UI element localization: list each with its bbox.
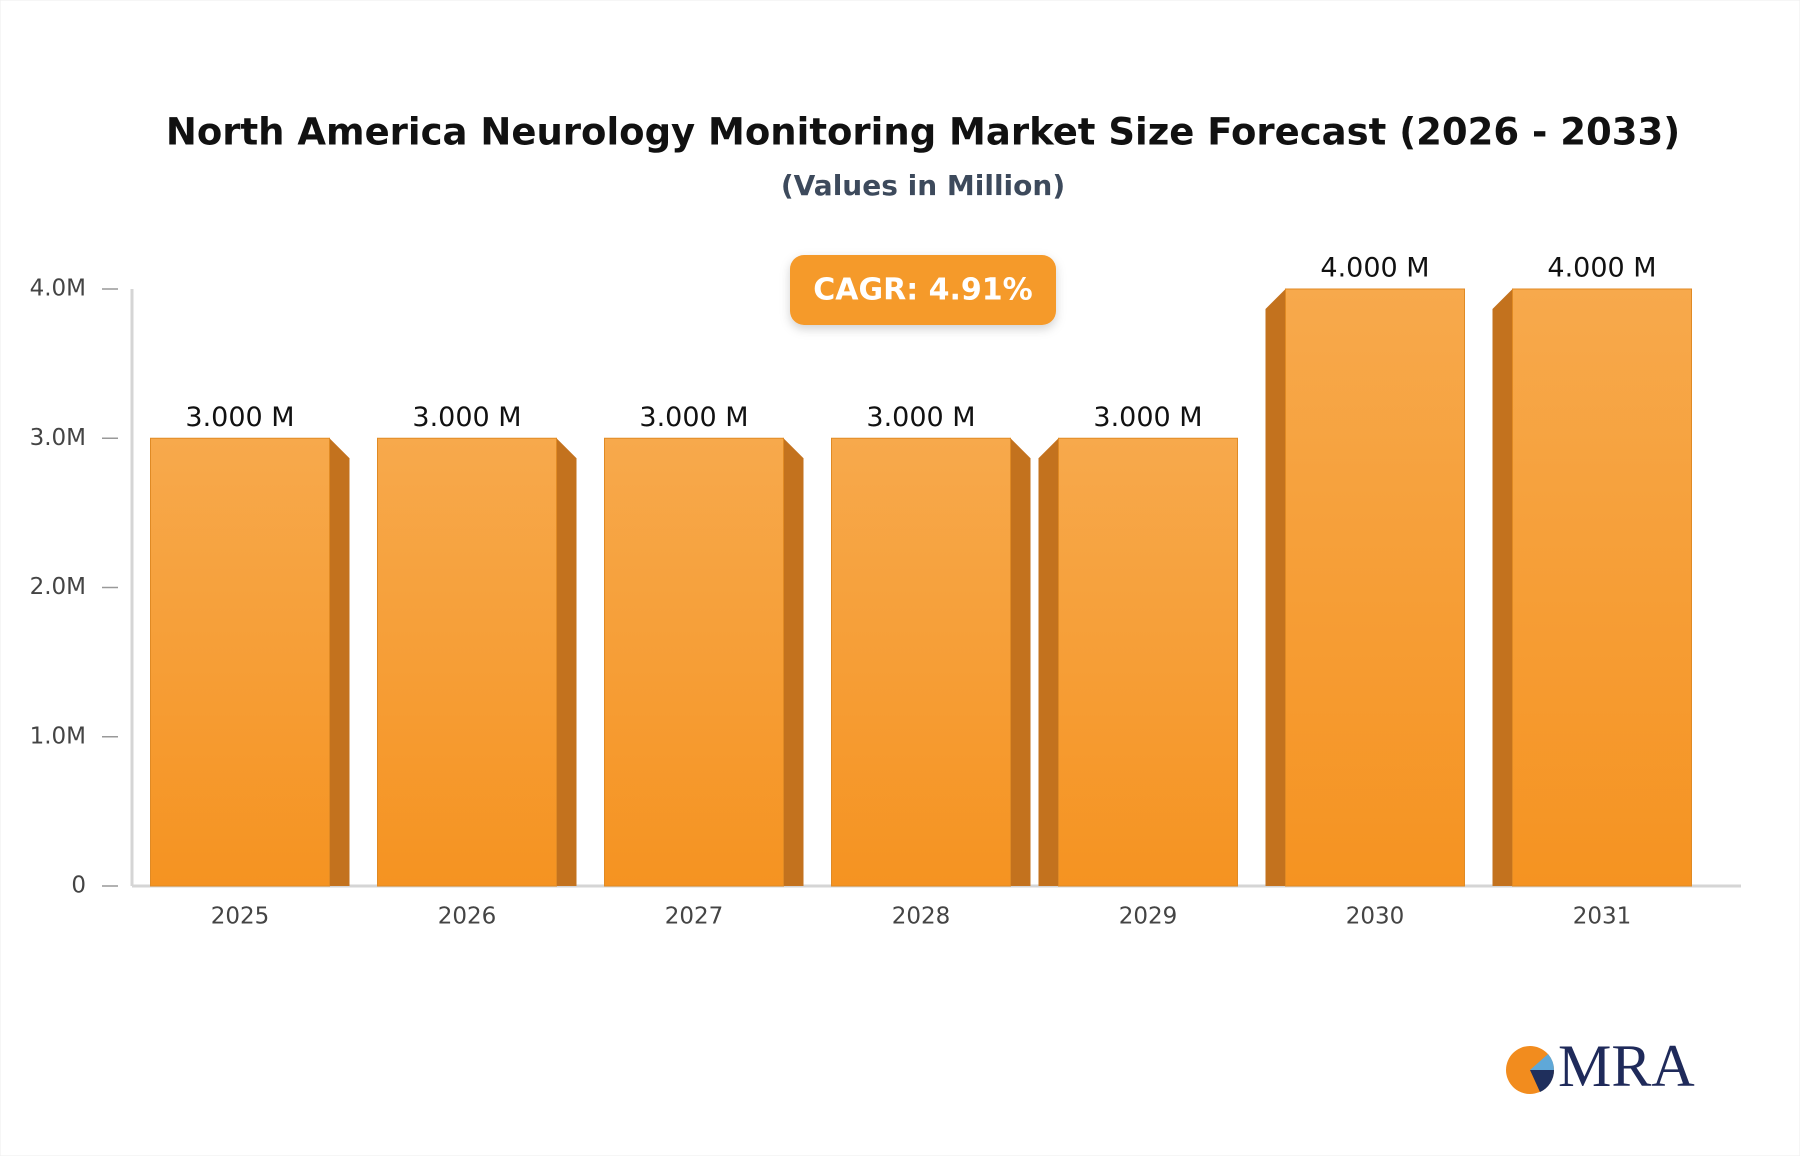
bar [831, 437, 1011, 887]
data-label: 3.000 M [1093, 402, 1202, 433]
y-tick-label: 3.0M [30, 425, 86, 451]
bar-group [150, 437, 350, 887]
bar-group [831, 437, 1031, 887]
bar [1285, 288, 1465, 887]
y-tick-label: 1.0M [30, 723, 86, 749]
bar-group [1038, 437, 1238, 887]
bar-side [783, 438, 804, 886]
x-tick-label: 2026 [438, 904, 497, 930]
bar-side [556, 438, 577, 886]
logo-icon-slice [1530, 1070, 1555, 1092]
data-label: 3.000 M [866, 402, 975, 433]
data-label: 4.000 M [1320, 253, 1429, 284]
logo-text: MRA [1558, 1033, 1695, 1099]
y-tick-label: 0 [71, 873, 86, 899]
x-tick-label: 2027 [665, 904, 724, 930]
chart-subtitle: (Values in Million) [781, 169, 1065, 202]
bar-group [604, 437, 804, 887]
data-label: 3.000 M [412, 402, 521, 433]
logo: MRA [1506, 1033, 1695, 1099]
x-tick-label: 2030 [1346, 904, 1405, 930]
bar [150, 437, 330, 887]
bar-side [1010, 438, 1031, 886]
x-tick-label: 2031 [1573, 904, 1632, 930]
bar-side [1492, 289, 1513, 886]
bar-side [1265, 289, 1286, 886]
bar [604, 437, 784, 887]
x-tick-label: 2029 [1119, 904, 1178, 930]
x-tick-label: 2025 [211, 904, 270, 930]
bar-group [1265, 288, 1465, 887]
bar-group [377, 437, 577, 887]
data-label: 4.000 M [1547, 253, 1656, 284]
bar-side [329, 438, 350, 886]
y-tick-label: 2.0M [30, 574, 86, 600]
y-tick-label: 4.0M [30, 276, 86, 302]
bar [377, 437, 557, 887]
chart-title: North America Neurology Monitoring Marke… [166, 111, 1680, 154]
data-label: 3.000 M [185, 402, 294, 433]
bar [1058, 437, 1238, 887]
logo-icon-slice [1530, 1054, 1555, 1070]
cagr-label: CAGR: 4.91% [813, 273, 1032, 308]
data-label: 3.000 M [639, 402, 748, 433]
bar [1512, 288, 1692, 887]
x-tick-label: 2028 [892, 904, 951, 930]
cagr-badge [790, 255, 1056, 325]
bar-group [1492, 288, 1692, 887]
bar-side [1038, 438, 1059, 886]
